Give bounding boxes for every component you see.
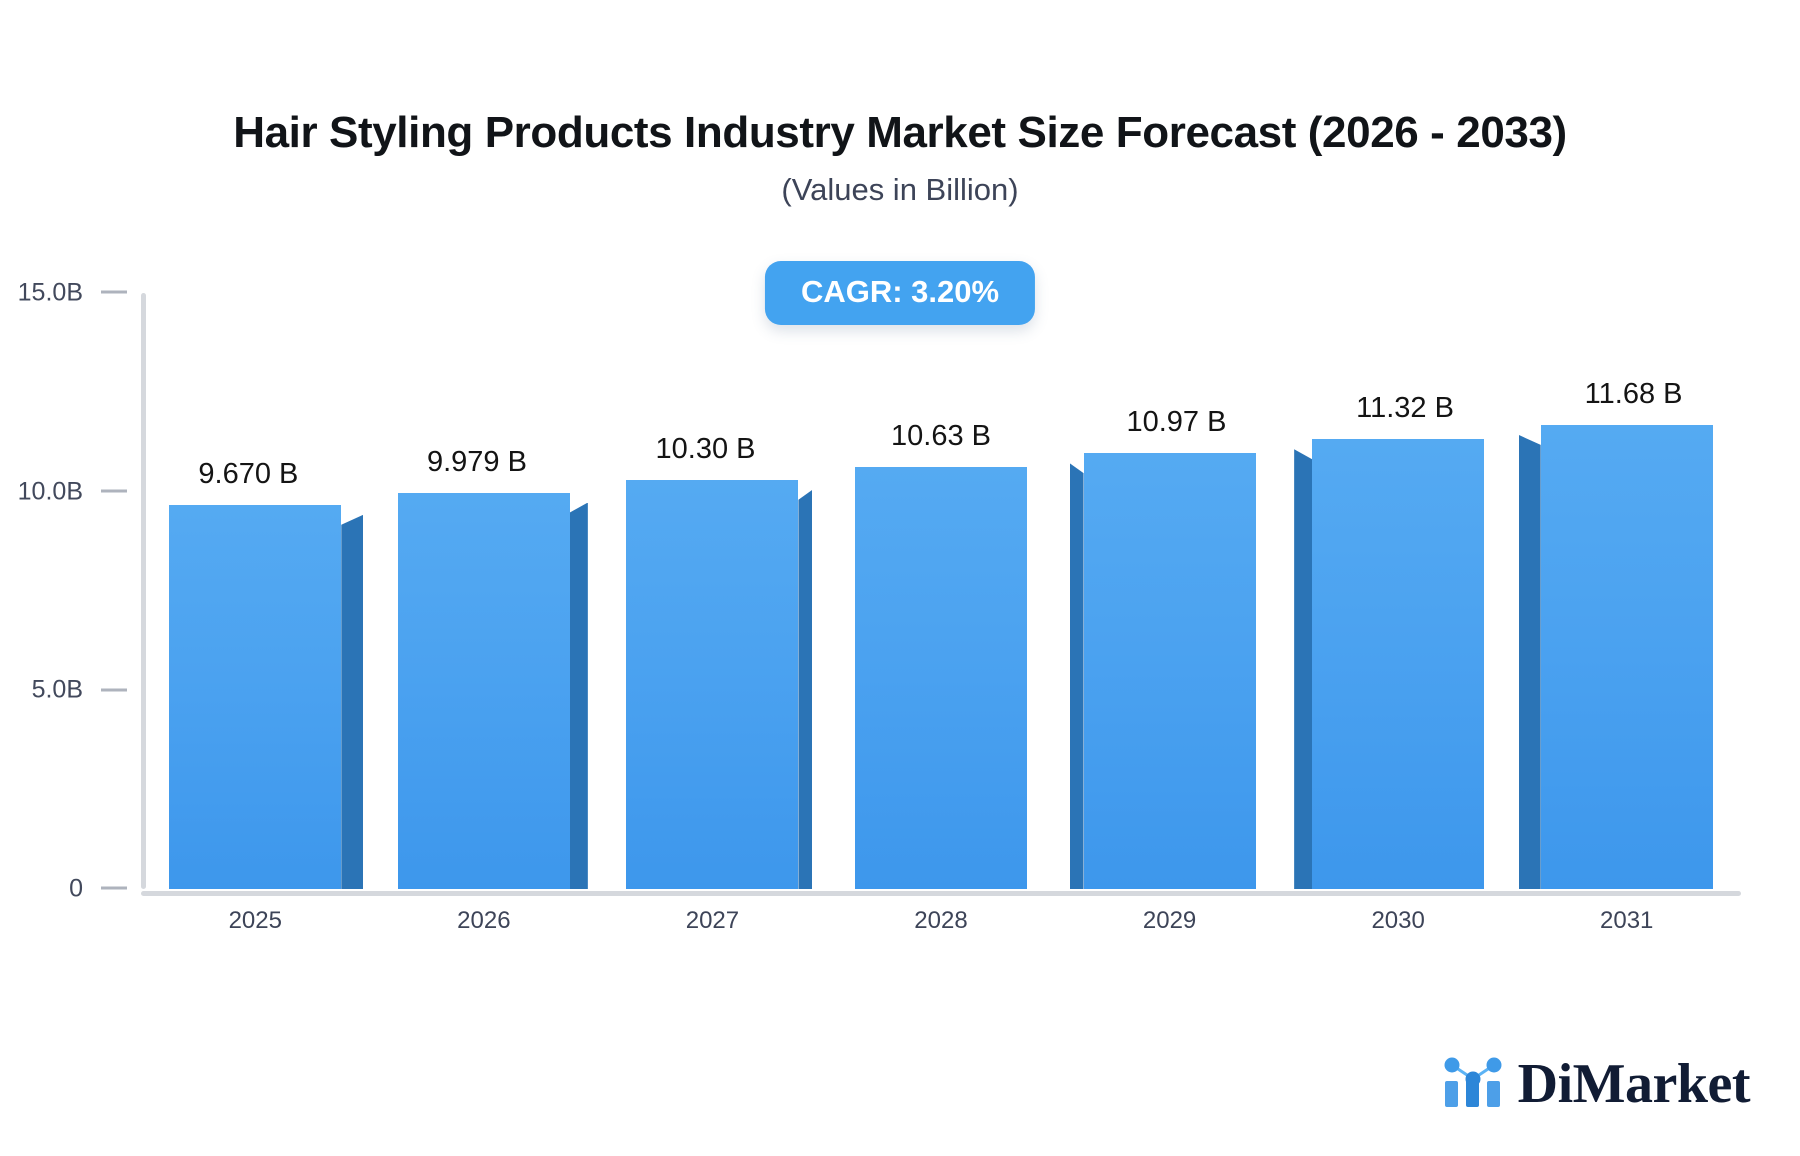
bar-front-face	[855, 466, 1027, 889]
bar-column[interactable]: 9.670 B 2025	[169, 458, 364, 934]
y-axis-tick: 15.0B	[0, 279, 127, 308]
x-axis-tick-label: 2025	[228, 907, 282, 934]
y-axis-tick-mark	[101, 886, 127, 890]
bar-value-label: 10.30 B	[655, 432, 756, 465]
y-axis-tick-label: 5.0B	[31, 675, 83, 704]
x-axis-line	[141, 891, 1741, 896]
bar-front-face	[1083, 453, 1256, 889]
y-axis-tick-label: 10.0B	[17, 477, 83, 506]
bar-value-label: 11.32 B	[1356, 392, 1454, 425]
logo-text: DiMarket	[1517, 1052, 1751, 1115]
bar-front-face	[1540, 424, 1713, 889]
bar-column[interactable]: 11.32 B 2030	[1294, 392, 1485, 934]
bar-front-face	[397, 492, 570, 889]
x-axis-tick-label: 2027	[685, 907, 740, 934]
bar-side-face	[1294, 449, 1313, 889]
y-axis-tick: 5.0B	[0, 676, 127, 705]
cagr-badge: CAGR: 3.20%	[764, 261, 1036, 325]
x-axis-tick-label: 2030	[1371, 907, 1425, 934]
bar-front-face	[1312, 439, 1485, 889]
y-axis-tick-label: 0	[69, 874, 83, 903]
bar-value-label: 9.670 B	[198, 457, 299, 490]
y-axis-tick-mark	[101, 290, 127, 294]
y-axis-tick-mark	[101, 489, 127, 493]
x-axis-tick-label: 2029	[1142, 907, 1197, 934]
bar-value-label: 9.979 B	[426, 445, 527, 478]
x-axis-tick-label: 2028	[914, 907, 968, 934]
bar-column[interactable]: 10.97 B 2029	[1069, 406, 1256, 934]
bar-value-label: 10.63 B	[891, 419, 991, 452]
bar-front-face	[169, 504, 342, 889]
y-axis-tick-mark	[101, 688, 127, 692]
bar-side-face	[798, 489, 813, 889]
bar-front-face	[626, 479, 799, 889]
plot-area: 0 5.0B 10.0B 15.0B 9.670 B 2025 9.979 B 2026 10…	[18, 279, 1741, 934]
bar-side-face	[1069, 463, 1084, 889]
bar-column[interactable]: 11.68 B 2031	[1518, 378, 1713, 934]
bar-column[interactable]: 10.63 B 2028	[855, 420, 1027, 934]
bar-column[interactable]: 9.979 B 2026	[397, 446, 588, 934]
x-axis-tick-label: 2031	[1600, 907, 1654, 934]
bar-column[interactable]: 10.30 B 2027	[626, 433, 813, 934]
bar-side-face	[1518, 434, 1541, 889]
bar-value-label: 11.68 B	[1584, 377, 1683, 410]
x-axis-tick-label: 2026	[457, 907, 511, 934]
bar-value-label: 10.97 B	[1126, 406, 1227, 439]
y-axis-tick: 10.0B	[0, 477, 127, 506]
y-axis-tick-label: 15.0B	[17, 278, 83, 307]
page-title: Hair Styling Products Industry Market Si…	[233, 108, 1567, 157]
y-axis-line	[141, 293, 146, 889]
bar-side-face	[341, 514, 364, 889]
dimarket-logo: DiMarket	[1442, 1052, 1751, 1115]
bar-chart-dots-icon	[1442, 1053, 1504, 1114]
y-axis-tick: 0	[0, 875, 127, 904]
bar-side-face	[569, 502, 588, 889]
chart-subtitle: (Values in Billion)	[781, 172, 1019, 207]
